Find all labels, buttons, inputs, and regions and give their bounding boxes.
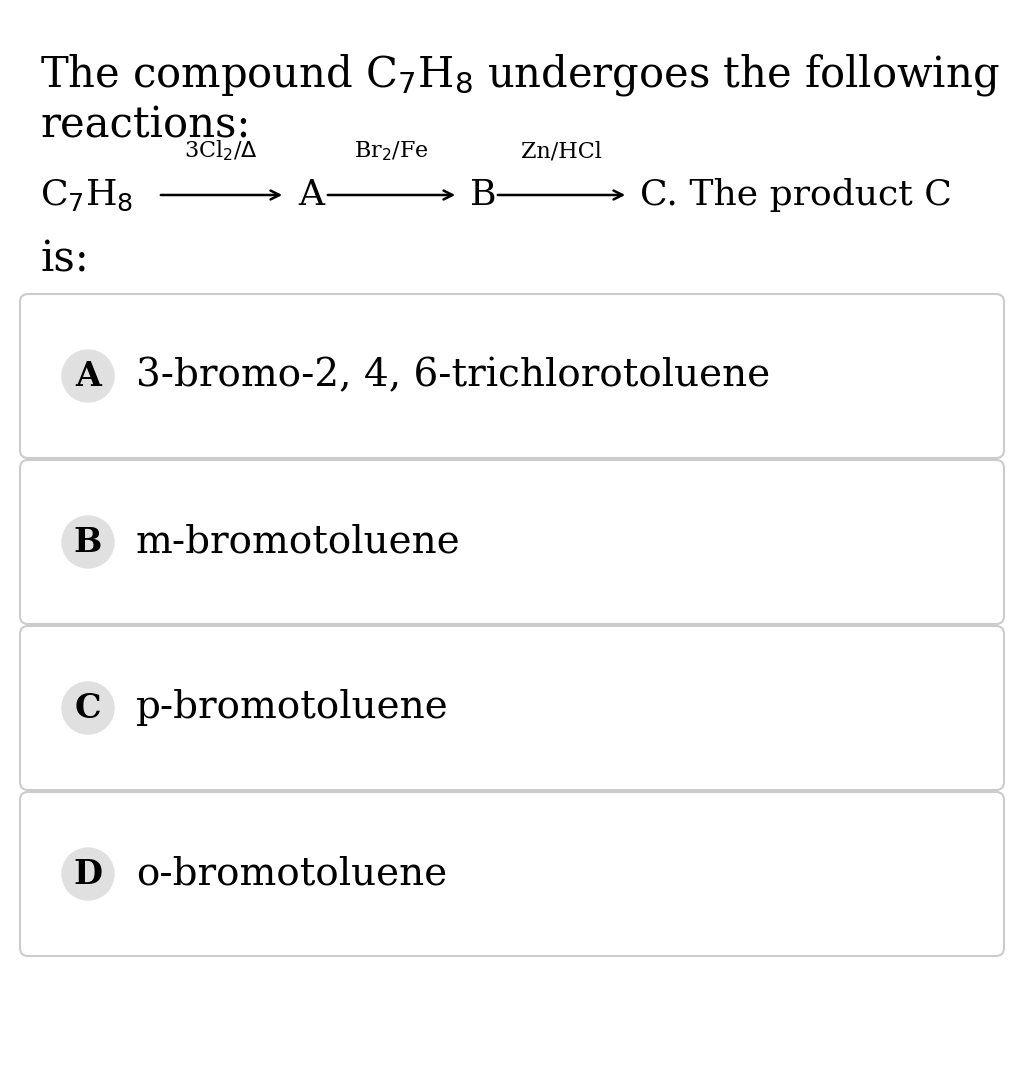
- Text: is:: is:: [40, 238, 89, 280]
- Text: C: C: [75, 691, 101, 725]
- Text: C$_7$H$_8$: C$_7$H$_8$: [40, 177, 133, 213]
- Text: 3Cl$_2$/$\Delta$: 3Cl$_2$/$\Delta$: [184, 139, 258, 163]
- FancyBboxPatch shape: [20, 626, 1004, 790]
- Text: A: A: [75, 359, 101, 393]
- Circle shape: [62, 682, 114, 733]
- Circle shape: [62, 516, 114, 569]
- Text: o-bromotoluene: o-bromotoluene: [136, 855, 447, 893]
- Text: D: D: [74, 857, 102, 891]
- Text: Zn/HCl: Zn/HCl: [520, 141, 601, 163]
- Text: reactions:: reactions:: [40, 105, 251, 146]
- Circle shape: [62, 848, 114, 899]
- Text: m-bromotoluene: m-bromotoluene: [136, 523, 461, 561]
- FancyBboxPatch shape: [20, 460, 1004, 624]
- Text: p-bromotoluene: p-bromotoluene: [136, 689, 449, 727]
- Text: 3-bromo-2, 4, 6-trichlorotoluene: 3-bromo-2, 4, 6-trichlorotoluene: [136, 357, 770, 395]
- Text: B: B: [74, 525, 102, 559]
- Circle shape: [62, 350, 114, 403]
- Text: The compound C$_7$H$_8$ undergoes the following: The compound C$_7$H$_8$ undergoes the fo…: [40, 52, 999, 98]
- Text: B: B: [470, 178, 497, 212]
- Text: Br$_2$/Fe: Br$_2$/Fe: [353, 139, 428, 163]
- Text: A: A: [298, 178, 324, 212]
- Text: C. The product C: C. The product C: [640, 178, 952, 212]
- FancyBboxPatch shape: [20, 294, 1004, 458]
- FancyBboxPatch shape: [20, 792, 1004, 956]
